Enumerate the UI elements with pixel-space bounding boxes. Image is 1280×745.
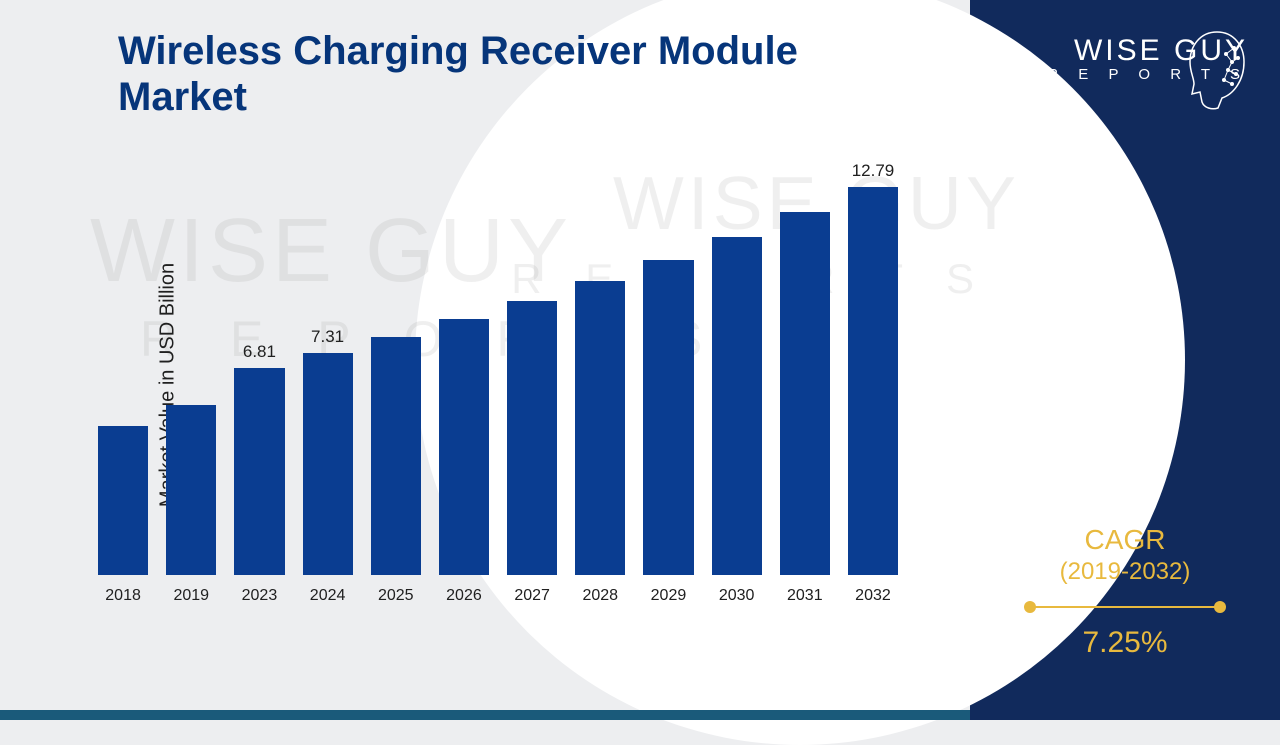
bar-value-label: 12.79 [848,161,898,181]
x-tick-label: 2026 [439,587,489,605]
x-tick-label: 2031 [780,587,830,605]
x-tick-label: 2024 [303,587,353,605]
bar [371,337,421,575]
x-tick-label: 2027 [507,587,557,605]
bars-container: 6.81 7.31 12.79 [98,165,898,575]
bar-wrap [371,337,421,575]
bar [98,426,148,575]
cagr-title: CAGR [1010,524,1240,556]
bottom-accent-bar [0,710,970,720]
chart-title: Wireless Charging Receiver Module Market [118,28,838,120]
x-tick-label: 2019 [166,587,216,605]
x-tick-label: 2018 [98,587,148,605]
x-tick-label: 2030 [712,587,762,605]
bar-chart: Market Value in USD Billion 6.817.3112.7… [90,165,900,605]
x-axis-labels: 2018 2019 2023 2024 2025 2026 2027 2028 2029 2030… [98,587,898,605]
bar [643,260,693,575]
bar [234,368,284,575]
bar [439,319,489,575]
bar-wrap [575,281,625,575]
bar-value-label: 7.31 [303,327,353,347]
cagr-range: (2019-2032) [1010,558,1240,586]
bar [507,301,557,575]
x-tick-label: 2025 [371,587,421,605]
bar-wrap [643,260,693,575]
bar [712,237,762,575]
bar [303,353,353,575]
bar-value-label: 6.81 [234,342,284,362]
bar-wrap [98,426,148,575]
bar [166,405,216,575]
x-tick-label: 2029 [643,587,693,605]
x-tick-label: 2023 [234,587,284,605]
cagr-divider [1030,606,1220,608]
bar-wrap [439,319,489,575]
head-icon [1182,28,1252,113]
bar [848,187,898,575]
bar-wrap [507,301,557,575]
bar [780,212,830,575]
brand-logo: WISE GUY R E P O R T S [1047,34,1248,83]
cagr-value: 7.25% [1010,626,1240,660]
x-tick-label: 2028 [575,587,625,605]
bar [575,281,625,575]
bar-wrap [780,212,830,575]
bar-wrap [166,405,216,575]
bar-wrap: 12.79 [848,187,898,575]
bar-wrap: 7.31 [303,353,353,575]
bar-wrap: 6.81 [234,368,284,575]
bar-wrap [712,237,762,575]
x-tick-label: 2032 [848,587,898,605]
cagr-panel: CAGR (2019-2032) 7.25% [1010,524,1240,660]
